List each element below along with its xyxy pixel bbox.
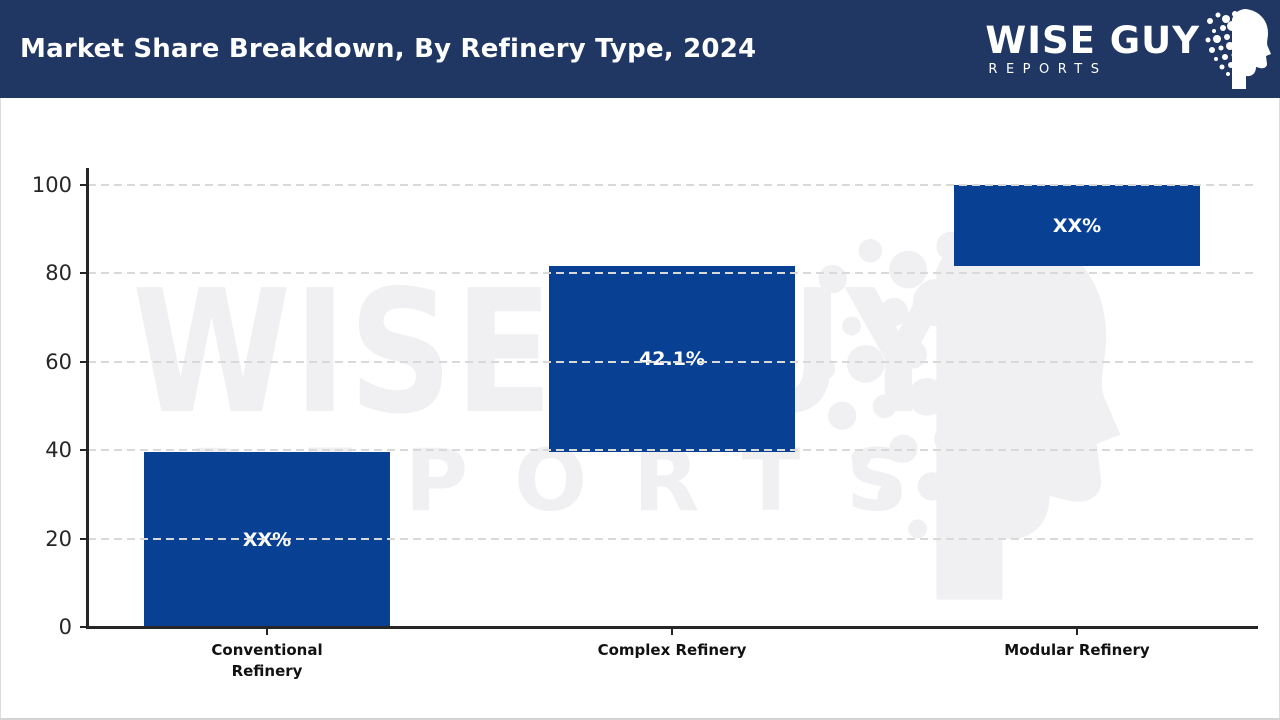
- bar-value-label: 42.1%: [639, 348, 705, 371]
- logo-text: WISE GUY REPORTS: [985, 22, 1200, 77]
- y-tick-20: [80, 537, 88, 540]
- page-title: Market Share Breakdown, By Refinery Type…: [20, 34, 757, 64]
- logo-wiseguy-label: WISE GUY: [985, 18, 1200, 62]
- bar-complex-refinery: 42.1%: [549, 266, 795, 453]
- y-tick-80: [80, 272, 88, 275]
- bar-modular-refinery: XX%: [954, 185, 1200, 267]
- gridline-80: [88, 272, 1258, 275]
- x-axis-label-line: Conventional: [211, 641, 323, 659]
- gridline-40: [88, 449, 1258, 452]
- x-axis-line: [88, 626, 1258, 629]
- y-tick-label-20: 20: [45, 526, 72, 551]
- y-tick-40: [80, 449, 88, 452]
- y-tick-label-40: 40: [45, 438, 72, 463]
- gridline-60: [88, 360, 1258, 363]
- y-tick-label-100: 100: [31, 173, 72, 197]
- bar-conventional-refinery: XX%: [144, 452, 390, 627]
- x-axis-label-line: Complex Refinery: [597, 641, 747, 659]
- gridline-20: [88, 537, 1258, 540]
- logo-reports-label: REPORTS: [988, 61, 1108, 77]
- gridline-100: [88, 184, 1258, 186]
- wiseguy-head-icon: [1202, 7, 1272, 91]
- wiseguy-logo: WISE GUY REPORTS: [985, 4, 1272, 94]
- y-tick-60: [80, 360, 88, 363]
- x-tick-0: [266, 627, 268, 635]
- x-axis-label-modular-refinery: Modular Refinery: [917, 640, 1237, 661]
- y-tick-label-60: 60: [45, 349, 72, 374]
- x-axis-label-line: Refinery: [231, 662, 303, 680]
- bar-value-label: XX%: [1052, 214, 1102, 237]
- bar-value-label: XX%: [242, 528, 292, 551]
- x-tick-1: [671, 627, 673, 635]
- y-tick-100: [80, 184, 88, 186]
- x-axis-label-line: Modular Refinery: [1004, 641, 1150, 659]
- y-axis-line: [86, 168, 89, 629]
- x-axis-label-conventional-refinery: Conventional Refinery: [107, 640, 427, 682]
- watermark-wiseguy-text: WISE GUY: [132, 254, 953, 452]
- x-tick-2: [1076, 627, 1078, 635]
- y-tick-label-0: 0: [58, 615, 72, 639]
- y-tick-0: [80, 626, 88, 628]
- x-axis-label-complex-refinery: Complex Refinery: [512, 640, 832, 661]
- y-tick-label-80: 80: [45, 261, 72, 286]
- header-bar: Market Share Breakdown, By Refinery Type…: [0, 0, 1280, 98]
